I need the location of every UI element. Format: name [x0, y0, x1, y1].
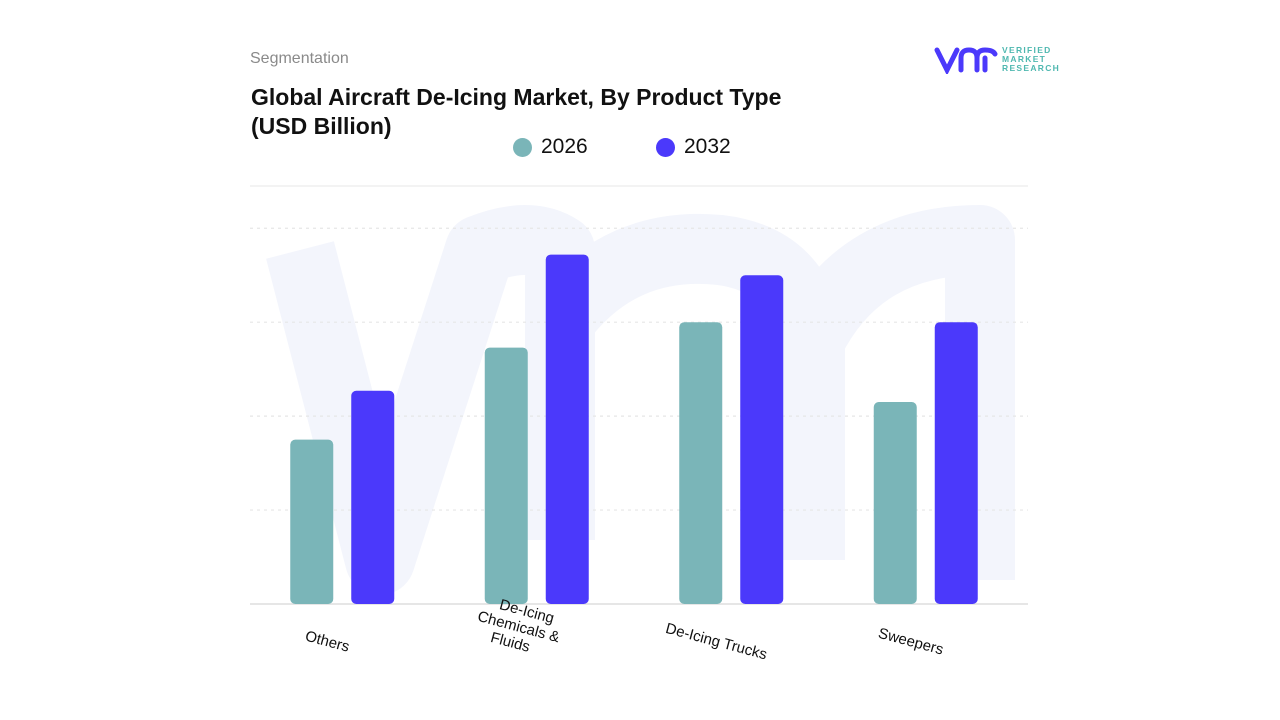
x-tick-label: Sweepers [876, 625, 945, 659]
legend-item-2026: 2026 [513, 135, 656, 159]
vmr-logo-mark-icon [934, 47, 998, 74]
segment-label: Segmentation [250, 50, 349, 67]
x-tick-label: Others [303, 628, 351, 656]
logo-text-line2: MARKET [1002, 53, 1047, 64]
bar-2026-1 [484, 347, 528, 604]
chart-title-line1: Global Aircraft De-Icing Market, By Prod… [251, 84, 782, 110]
bar-2026-0 [290, 439, 334, 604]
legend-swatch-2026 [513, 137, 532, 157]
legend-label-2032: 2032 [684, 135, 731, 158]
x-tick-label-line: De-Icing Trucks [664, 620, 769, 663]
vmr-logo: VERIFIED MARKET RESEARCH [934, 44, 1060, 74]
bar-2032-0 [351, 390, 395, 604]
legend-label-2026: 2026 [541, 135, 588, 158]
watermark [266, 205, 1015, 595]
bar-2032-1 [545, 254, 589, 604]
bar-2032-3 [934, 322, 978, 604]
x-tick-label-line: Others [303, 628, 351, 656]
bar-2032-2 [740, 275, 784, 604]
legend-item-2032: 2032 [656, 135, 731, 159]
legend: 2026 2032 [513, 135, 731, 159]
chart-title-line2: (USD Billion) [251, 113, 392, 139]
bar-2026-2 [679, 322, 723, 604]
bar-2026-3 [873, 402, 917, 604]
x-tick-label-line: Sweepers [876, 625, 945, 659]
x-tick-label: De-Icing Trucks [664, 620, 769, 663]
logo-text-line1: VERIFIED [1002, 44, 1052, 55]
chart-title: Global Aircraft De-Icing Market, By Prod… [251, 83, 851, 141]
logo-text-line3: RESEARCH [1002, 62, 1061, 73]
legend-swatch-2032 [656, 137, 675, 157]
